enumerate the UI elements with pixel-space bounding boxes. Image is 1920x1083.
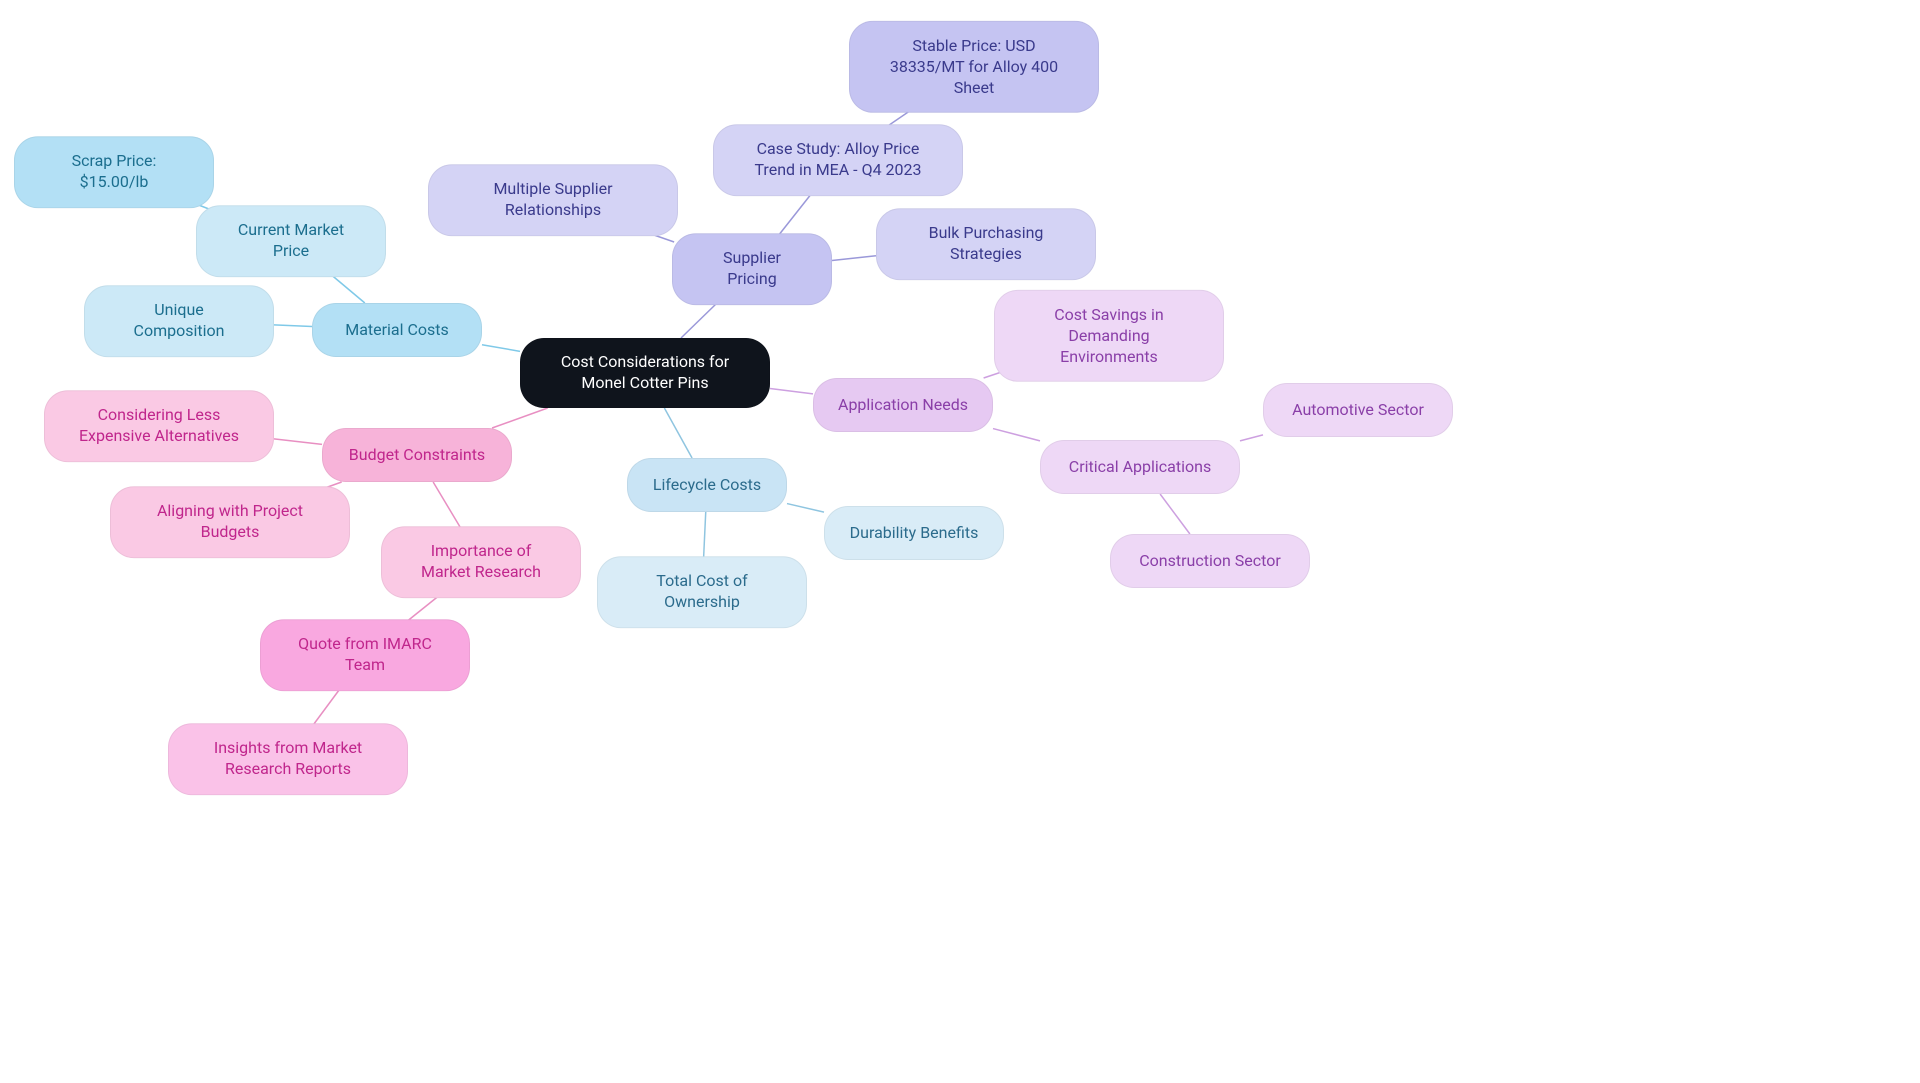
node-aligning-budgets: Aligning with Project Budgets [110,486,350,558]
node-unique-composition: Unique Composition [84,285,274,357]
node-current-market-price: Current Market Price [196,205,386,277]
node-scrap-price: Scrap Price: $15.00/lb [14,136,214,208]
node-construction-sector: Construction Sector [1110,534,1310,588]
node-automotive-sector: Automotive Sector [1263,383,1453,437]
node-market-research: Importance of Market Research [381,526,581,598]
node-stable-price: Stable Price: USD 38335/MT for Alloy 400… [849,21,1099,113]
node-bulk-purchasing: Bulk Purchasing Strategies [876,208,1096,280]
node-durability-benefits: Durability Benefits [824,506,1004,560]
root-node: Cost Considerations for Monel Cotter Pin… [520,338,770,408]
node-less-expensive-alternatives: Considering Less Expensive Alternatives [44,390,274,462]
node-lifecycle-costs: Lifecycle Costs [627,458,787,512]
node-imarc-quote: Quote from IMARC Team [260,619,470,691]
node-total-cost-ownership: Total Cost of Ownership [597,556,807,628]
node-case-study: Case Study: Alloy Price Trend in MEA - Q… [713,124,963,196]
node-insights-reports: Insights from Market Research Reports [168,723,408,795]
node-multiple-supplier: Multiple Supplier Relationships [428,164,678,236]
node-cost-savings: Cost Savings in Demanding Environments [994,290,1224,382]
node-material-costs: Material Costs [312,303,482,357]
node-application-needs: Application Needs [813,378,993,432]
node-budget-constraints: Budget Constraints [322,428,512,482]
node-critical-applications: Critical Applications [1040,440,1240,494]
node-supplier-pricing: Supplier Pricing [672,233,832,305]
